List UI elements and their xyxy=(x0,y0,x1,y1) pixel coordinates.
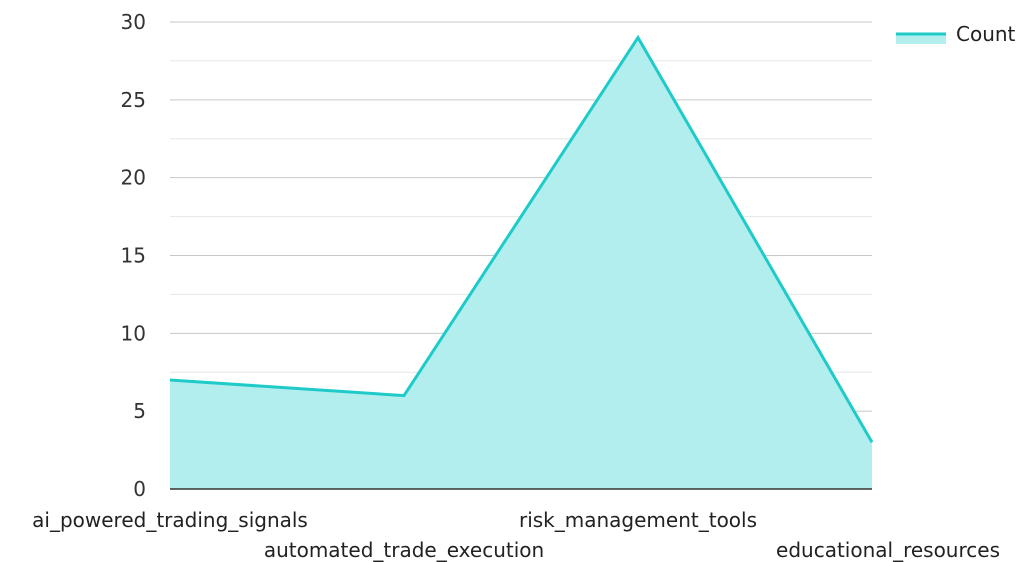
y-tick-label: 0 xyxy=(133,477,146,501)
y-tick-label: 5 xyxy=(133,399,146,423)
legend-label-count: Count xyxy=(956,22,1016,46)
y-tick-label: 25 xyxy=(121,88,146,112)
y-tick-label: 10 xyxy=(121,321,146,345)
area-fill-count xyxy=(170,37,872,490)
y-axis: 0 5 10 15 20 25 30 xyxy=(121,10,146,501)
x-tick-label: automated_trade_execution xyxy=(264,538,544,562)
legend: Count xyxy=(896,22,1016,46)
y-tick-label: 30 xyxy=(121,10,146,34)
x-tick-label: educational_resources xyxy=(776,538,1000,562)
x-tick-label: risk_management_tools xyxy=(519,508,757,532)
series-line-count xyxy=(169,34,874,444)
legend-swatch-count xyxy=(896,34,946,44)
x-axis: ai_powered_trading_signals automated_trad… xyxy=(32,488,1000,562)
y-tick-label: 15 xyxy=(121,244,146,268)
x-tick-label: ai_powered_trading_signals xyxy=(32,508,308,532)
plot-area xyxy=(169,34,874,490)
y-tick-label: 20 xyxy=(121,166,146,190)
